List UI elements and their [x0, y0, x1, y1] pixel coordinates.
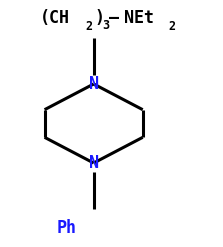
Text: 2: 2 — [169, 21, 176, 33]
Text: 3: 3 — [102, 19, 109, 32]
Text: ): ) — [95, 9, 105, 27]
Text: N: N — [89, 154, 99, 172]
Text: 2: 2 — [86, 21, 93, 33]
Text: NEt: NEt — [124, 9, 154, 27]
Text: N: N — [89, 75, 99, 93]
Text: Ph: Ph — [57, 220, 77, 237]
Text: —: — — [109, 9, 119, 27]
Text: (CH: (CH — [40, 9, 70, 27]
